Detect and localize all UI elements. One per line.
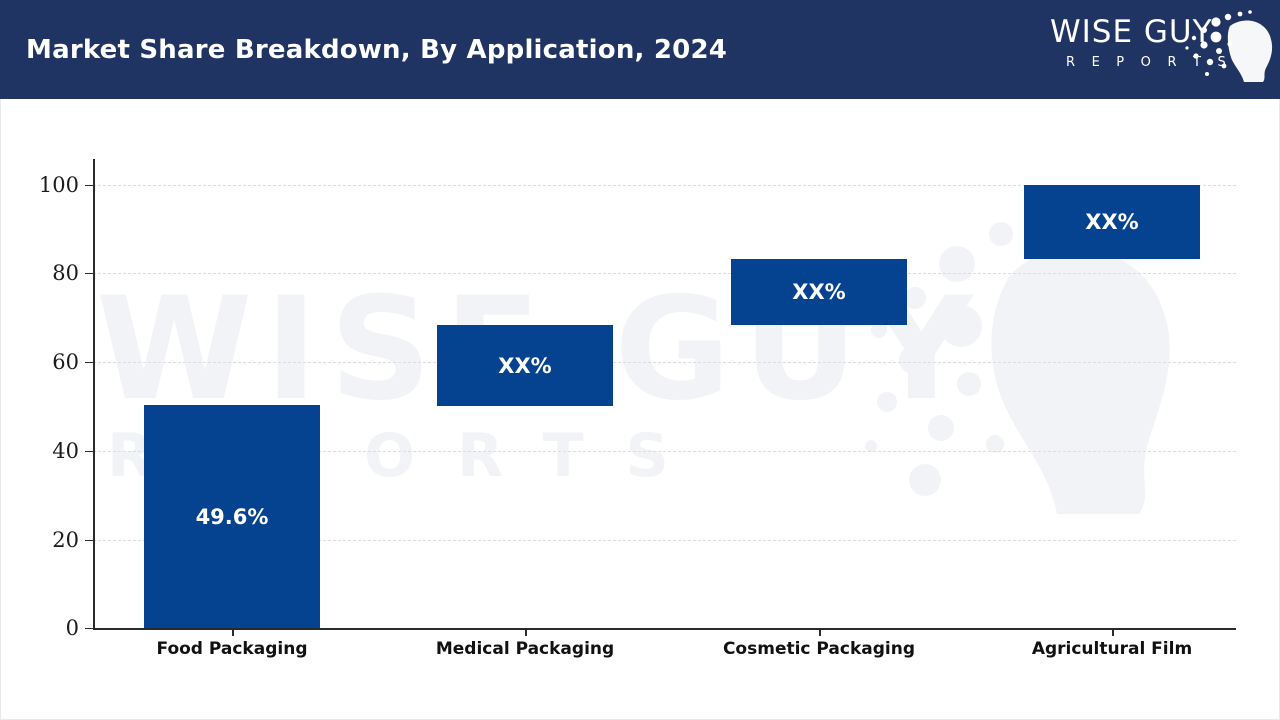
bar-label-agricultural-film: XX% [1085, 210, 1139, 234]
y-axis-line [93, 159, 95, 629]
logo-svg: WISE GUY R E P O R T S [1050, 9, 1273, 82]
gridline-60 [93, 362, 1236, 363]
xtick-label-cosmetic-packaging: Cosmetic Packaging [722, 639, 916, 659]
page-title: Market Share Breakdown, By Application, … [26, 34, 728, 65]
ytick-label-0: 0 [65, 616, 79, 640]
bar-agricultural-film[interactable]: XX% [1024, 185, 1200, 259]
bar-label-food-packaging: 49.6% [195, 504, 269, 529]
bar-food-packaging[interactable]: 49.6% [144, 405, 320, 628]
gridline-40 [93, 451, 1236, 452]
svg-text:WISE GUY: WISE GUY [1050, 14, 1213, 50]
ytick-mark-80 [85, 273, 94, 274]
bar-cosmetic-packaging[interactable]: XX% [731, 259, 907, 325]
ytick-mark-100 [85, 185, 94, 186]
page-header: Market Share Breakdown, By Application, … [0, 0, 1280, 99]
ytick-label-20: 20 [52, 528, 79, 552]
x-axis-line [93, 628, 1236, 630]
ytick-mark-40 [85, 451, 94, 452]
xtick-mark-medical-packaging [525, 628, 527, 636]
bar-medical-packaging[interactable]: XX% [437, 325, 613, 406]
wise-guy-reports-logo: WISE GUY R E P O R T S [1044, 4, 1274, 96]
gridline-100 [93, 185, 1236, 186]
head-profile-icon [1185, 9, 1273, 82]
ytick-label-40: 40 [52, 439, 79, 463]
xtick-label-food-packaging: Food Packaging [156, 639, 308, 659]
ytick-mark-0 [85, 628, 94, 629]
bar-label-medical-packaging: XX% [498, 353, 552, 378]
xtick-mark-cosmetic-packaging [819, 628, 821, 636]
chart-container: WISE GUY REPORTS [0, 99, 1280, 720]
gridline-20 [93, 540, 1236, 541]
plot-area: 100 80 60 40 20 0 49.6% XX% XX% XX% Food… [1, 99, 1279, 719]
ytick-mark-60 [85, 362, 94, 363]
ytick-label-100: 100 [38, 173, 79, 197]
xtick-label-agricultural-film: Agricultural Film [1031, 639, 1193, 659]
ytick-mark-20 [85, 540, 94, 541]
xtick-label-medical-packaging: Medical Packaging [435, 639, 615, 659]
xtick-mark-food-packaging [232, 628, 234, 636]
ytick-label-60: 60 [52, 350, 79, 374]
ytick-label-80: 80 [52, 261, 79, 285]
bar-label-cosmetic-packaging: XX% [792, 280, 846, 304]
gridline-80 [93, 273, 1236, 274]
xtick-mark-agricultural-film [1112, 628, 1114, 636]
svg-text:R E P O R T S: R E P O R T S [1066, 55, 1232, 70]
